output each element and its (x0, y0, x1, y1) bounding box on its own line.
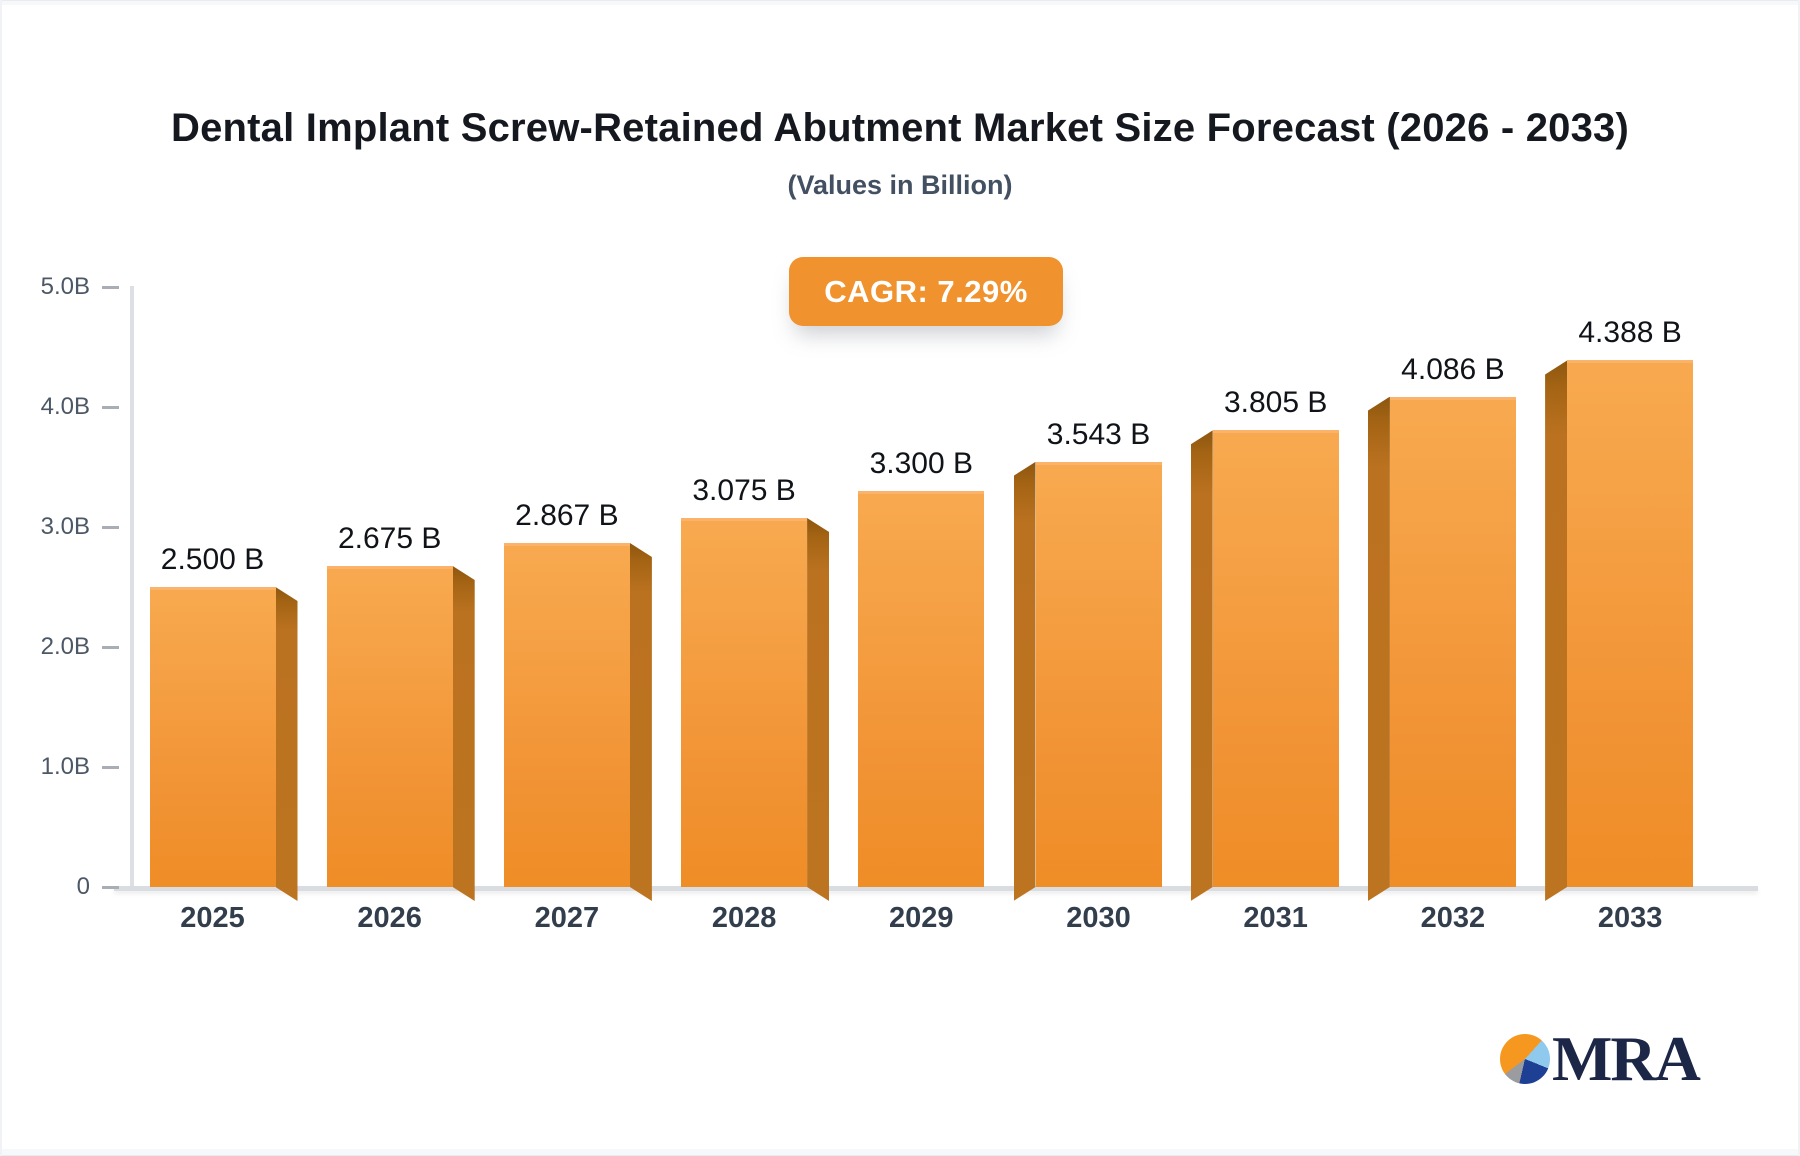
bar-2033 (1567, 360, 1694, 887)
bar-value-label-2033: 4.388 B (1578, 316, 1682, 350)
chart-subtitle: (Values in Billion) (787, 170, 1013, 200)
y-axis-tick-label: 0 (76, 873, 90, 900)
bar-value-label-2027: 2.867 B (515, 498, 619, 532)
y-axis-tick-label: 5.0B (40, 273, 90, 300)
y-axis-tick (102, 286, 119, 289)
bar-side-2030 (1014, 462, 1036, 901)
bar-value-label-2032: 4.086 B (1401, 352, 1505, 386)
bar-2031 (1212, 430, 1339, 887)
bar-value-label-2028: 3.075 B (692, 474, 796, 507)
pie-chart-logo-icon (1500, 1034, 1550, 1084)
chart-title: Dental Implant Screw-Retained Abutment M… (171, 106, 1629, 150)
card-edge-top (0, 0, 1800, 5)
bar-value-label-2026: 2.675 B (337, 522, 442, 555)
bar-2032 (1389, 396, 1516, 887)
mra-logo-text: MRA (1552, 1023, 1701, 1094)
x-axis-label-2029: 2029 (889, 902, 954, 934)
x-axis-label-2027: 2027 (534, 902, 600, 934)
x-axis-label-2028: 2028 (711, 902, 777, 934)
bar-2030 (1035, 461, 1162, 887)
x-axis-label-2033: 2033 (1597, 902, 1663, 934)
cagr-badge: CAGR: 7.29% (789, 257, 1063, 326)
x-axis-label-2031: 2031 (1243, 902, 1308, 934)
y-axis-tick-label: 2.0B (40, 633, 90, 660)
bar-side-2025 (276, 587, 298, 901)
y-axis-tick (102, 646, 119, 649)
bar-side-2032 (1368, 397, 1390, 901)
bar-side-2028 (807, 518, 829, 901)
y-axis-tick (102, 406, 119, 409)
y-axis-tick (102, 886, 119, 889)
cagr-badge-label: CAGR: 7.29% (824, 273, 1028, 309)
bar-value-label-2029: 3.300 B (869, 447, 973, 480)
bar-side-2033 (1545, 360, 1567, 901)
y-axis-tick-label: 3.0B (40, 513, 90, 540)
bar-2026 (326, 566, 453, 887)
bar-2029 (858, 491, 985, 887)
bar-side-2027 (630, 543, 652, 901)
card-edge-left (0, 0, 2, 1156)
bar-2027 (503, 542, 630, 887)
bar-side-2026 (453, 566, 475, 901)
bar-value-label-2031: 3.805 B (1223, 386, 1328, 420)
x-axis-baseline (114, 886, 1758, 891)
y-axis-line (130, 286, 134, 891)
x-axis-label-2030: 2030 (1066, 902, 1131, 934)
y-axis-tick (102, 526, 119, 529)
bar-2028 (681, 518, 808, 887)
y-axis-tick-label: 1.0B (40, 753, 90, 780)
card-edge-right (1798, 0, 1800, 1156)
bar-value-label-2030: 3.543 B (1046, 417, 1151, 451)
x-axis-label-2025: 2025 (180, 902, 245, 934)
x-axis-label-2032: 2032 (1420, 902, 1486, 934)
y-axis-tick (102, 766, 119, 769)
bar-value-label-2025: 2.500 B (160, 543, 265, 576)
mra-logo: MRA (1500, 1023, 1701, 1094)
y-axis-tick-label: 4.0B (40, 393, 90, 420)
bar-side-2031 (1191, 430, 1213, 901)
bar-2025 (149, 587, 276, 887)
x-axis-label-2026: 2026 (357, 902, 422, 934)
